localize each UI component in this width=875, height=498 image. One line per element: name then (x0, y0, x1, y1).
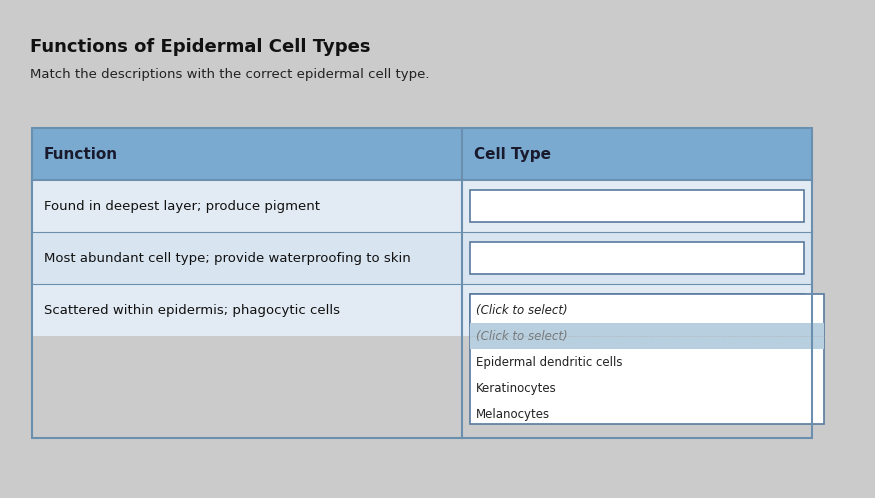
Text: Keratinocytes: Keratinocytes (476, 381, 556, 394)
Text: Epidermal dendritic cells: Epidermal dendritic cells (476, 200, 622, 213)
Bar (32, 284, 812, 336)
Bar (470, 323, 824, 349)
Text: (Click to select): (Click to select) (476, 330, 568, 343)
Text: ∨: ∨ (786, 251, 794, 264)
Text: ∨: ∨ (786, 200, 794, 213)
Bar (32, 232, 812, 284)
Text: Functions of Epidermal Cell Types: Functions of Epidermal Cell Types (30, 38, 370, 56)
Text: Function: Function (44, 146, 118, 161)
Bar (470, 294, 824, 424)
Text: (Click to select): (Click to select) (476, 303, 568, 317)
Bar (32, 180, 812, 232)
Text: Scattered within epidermis; phagocytic cells: Scattered within epidermis; phagocytic c… (44, 303, 340, 317)
Bar (470, 294, 804, 326)
Text: Cell Type: Cell Type (474, 146, 551, 161)
Text: Most abundant cell type; provide waterproofing to skin: Most abundant cell type; provide waterpr… (44, 251, 410, 264)
Text: (Click to select): (Click to select) (476, 303, 568, 317)
Text: ∨: ∨ (786, 303, 794, 317)
Bar (470, 242, 804, 274)
Text: Epidermal dendritic cells: Epidermal dendritic cells (476, 356, 622, 369)
Bar (32, 128, 812, 438)
Bar (470, 190, 804, 222)
Text: Match the descriptions with the correct epidermal cell type.: Match the descriptions with the correct … (30, 68, 430, 81)
Text: Found in deepest layer; produce pigment: Found in deepest layer; produce pigment (44, 200, 320, 213)
Text: (Click to select): (Click to select) (476, 251, 568, 264)
Text: Melanocytes: Melanocytes (476, 407, 550, 420)
Bar (32, 128, 812, 180)
